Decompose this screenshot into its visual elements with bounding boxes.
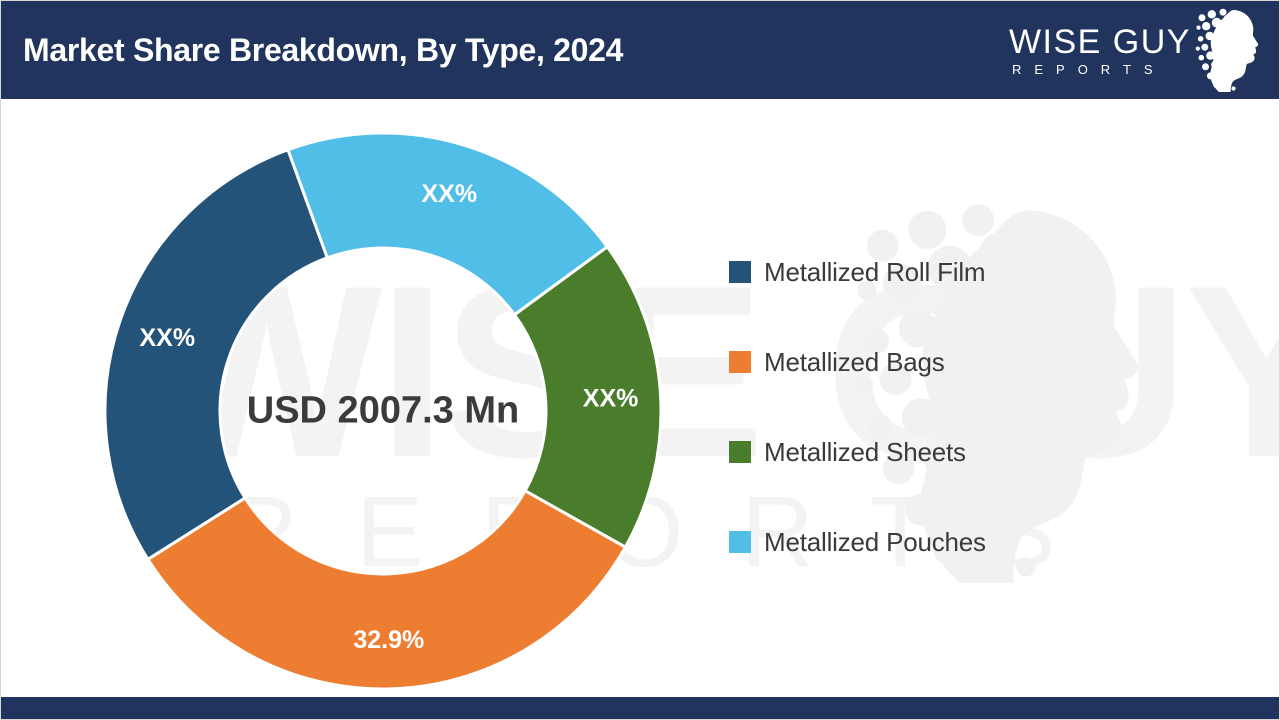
legend-swatch-metallized-pouches [729, 531, 751, 553]
legend-item-metallized-bags[interactable]: Metallized Bags [729, 346, 986, 377]
donut-segment-metallized-sheets[interactable] [512, 244, 661, 550]
legend-swatch-metallized-roll-film [729, 261, 751, 283]
legend: Metallized Roll Film Metallized Bags Metal… [729, 256, 986, 618]
brand-subtitle: REPORTS [1011, 61, 1166, 77]
legend-label-metallized-pouches: Metallized Pouches [764, 526, 986, 557]
donut-svg: XX% XX% 32.9% XX% [105, 133, 661, 689]
donut-segment-metallized-bags[interactable] [145, 488, 628, 689]
legend-label-metallized-sheets: Metallized Sheets [764, 436, 966, 467]
legend-item-metallized-sheets[interactable]: Metallized Sheets [729, 436, 986, 467]
legend-swatch-metallized-bags [729, 351, 751, 373]
brand-name: WISE GUY [1008, 22, 1191, 61]
brand-logo: WISE GUY REPORTS [1009, 7, 1265, 93]
donut-segment-metallized-pouches[interactable] [285, 133, 610, 317]
legend-item-metallized-roll-film[interactable]: Metallized Roll Film [729, 256, 986, 287]
header: Market Share Breakdown, By Type, 2024 WI… [1, 1, 1279, 99]
brand-face-icon [1195, 8, 1265, 92]
page-title: Market Share Breakdown, By Type, 2024 [23, 31, 624, 68]
slice-label-metallized-roll-film: XX% [139, 324, 195, 352]
legend-item-metallized-pouches[interactable]: Metallized Pouches [729, 526, 986, 557]
slice-label-metallized-sheets: XX% [583, 384, 639, 412]
brand-logo-text: WISE GUY REPORTS [1009, 25, 1191, 76]
donut-segment-metallized-roll-film[interactable] [105, 147, 330, 562]
legend-label-metallized-bags: Metallized Bags [764, 346, 945, 377]
chart-center-value: USD 2007.3 Mn [246, 389, 520, 432]
legend-swatch-metallized-sheets [729, 441, 751, 463]
slice-label-metallized-bags: 32.9% [353, 626, 424, 654]
footer-bar [1, 697, 1279, 719]
slice-label-metallized-pouches: XX% [421, 180, 477, 208]
legend-label-metallized-roll-film: Metallized Roll Film [764, 256, 986, 287]
